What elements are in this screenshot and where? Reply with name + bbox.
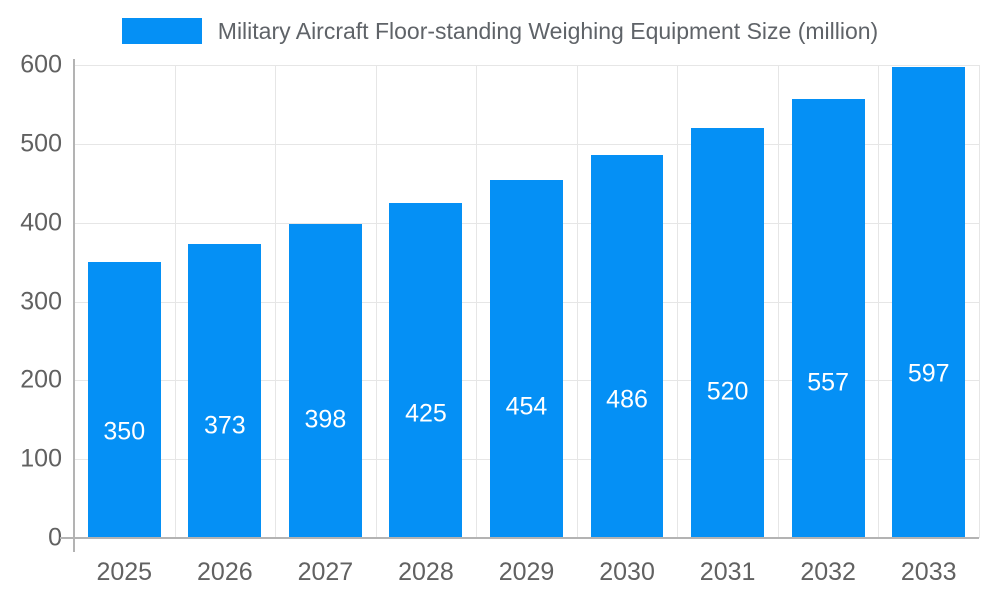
y-axis-tick-label: 300 <box>20 287 62 315</box>
y-axis-tick-label: 600 <box>20 50 62 79</box>
bar-value-label: 425 <box>405 399 447 428</box>
y-axis-tick-label: 200 <box>20 365 62 394</box>
gridline-vertical <box>175 65 176 538</box>
x-axis-tick-label: 2030 <box>599 558 655 586</box>
bar-value-label: 557 <box>807 368 849 397</box>
gridline-vertical <box>476 65 477 538</box>
gridline-vertical <box>878 65 879 538</box>
gridline-horizontal <box>74 65 979 66</box>
gridline-vertical <box>376 65 377 538</box>
legend-color-swatch <box>121 18 202 44</box>
y-axis-tick-label: 400 <box>20 208 62 237</box>
bar-value-label: 454 <box>505 392 548 421</box>
bar-value-label: 486 <box>606 385 648 414</box>
y-axis-tick-label: 100 <box>20 444 62 473</box>
x-axis-line <box>60 537 979 539</box>
bar[interactable]: 373 <box>188 243 262 538</box>
bar[interactable]: 350 <box>87 262 161 538</box>
y-axis-tick-label: 500 <box>20 129 62 158</box>
bar[interactable]: 557 <box>791 98 865 538</box>
gridline-vertical <box>577 65 578 538</box>
y-axis-line <box>73 59 75 552</box>
plot-area: 350 373 398 425 454 486 520 557 597 <box>74 65 980 539</box>
gridline-vertical <box>778 65 779 538</box>
bar[interactable]: 597 <box>892 67 966 538</box>
y-axis-tick-label: 0 <box>48 523 62 552</box>
x-axis-tick-label: 2025 <box>96 558 153 586</box>
legend-item-0[interactable]: Military Aircraft Floor-standing Weighin… <box>121 18 879 44</box>
bar[interactable]: 398 <box>288 224 362 538</box>
bar[interactable]: 486 <box>590 154 664 538</box>
bar[interactable]: 425 <box>389 202 463 538</box>
y-axis-tick-labels: 0 100 200 300 400 500 600 <box>0 52 62 550</box>
x-axis-tick-label: 2026 <box>197 558 253 586</box>
x-axis-tick-label: 2029 <box>498 558 555 586</box>
bar-value-label: 597 <box>907 359 950 388</box>
x-axis-tick-labels: 2025 2026 2027 2028 2029 2030 2031 2032 2033 <box>74 560 979 594</box>
legend-item-label: Military Aircraft Floor-standing Weighin… <box>217 18 879 44</box>
gridline-vertical <box>275 65 276 538</box>
x-axis-tick-label: 2031 <box>699 558 756 586</box>
bar[interactable]: 520 <box>691 128 765 538</box>
x-axis-tick-label: 2032 <box>800 558 856 586</box>
gridline-vertical <box>677 65 678 538</box>
bar-value-label: 373 <box>203 411 246 440</box>
bar[interactable]: 454 <box>490 180 563 538</box>
bar-value-label: 520 <box>706 377 749 406</box>
x-axis-tick-label: 2028 <box>398 558 454 586</box>
x-axis-tick-label: 2027 <box>297 558 354 586</box>
gridline-horizontal <box>74 143 979 145</box>
x-axis-tick-label: 2033 <box>900 558 957 586</box>
bar-value-label: 350 <box>103 417 146 446</box>
gridline-vertical <box>979 65 980 538</box>
bar-value-label: 398 <box>304 405 347 434</box>
chart-legend: Military Aircraft Floor-standing Weighin… <box>0 0 1000 62</box>
